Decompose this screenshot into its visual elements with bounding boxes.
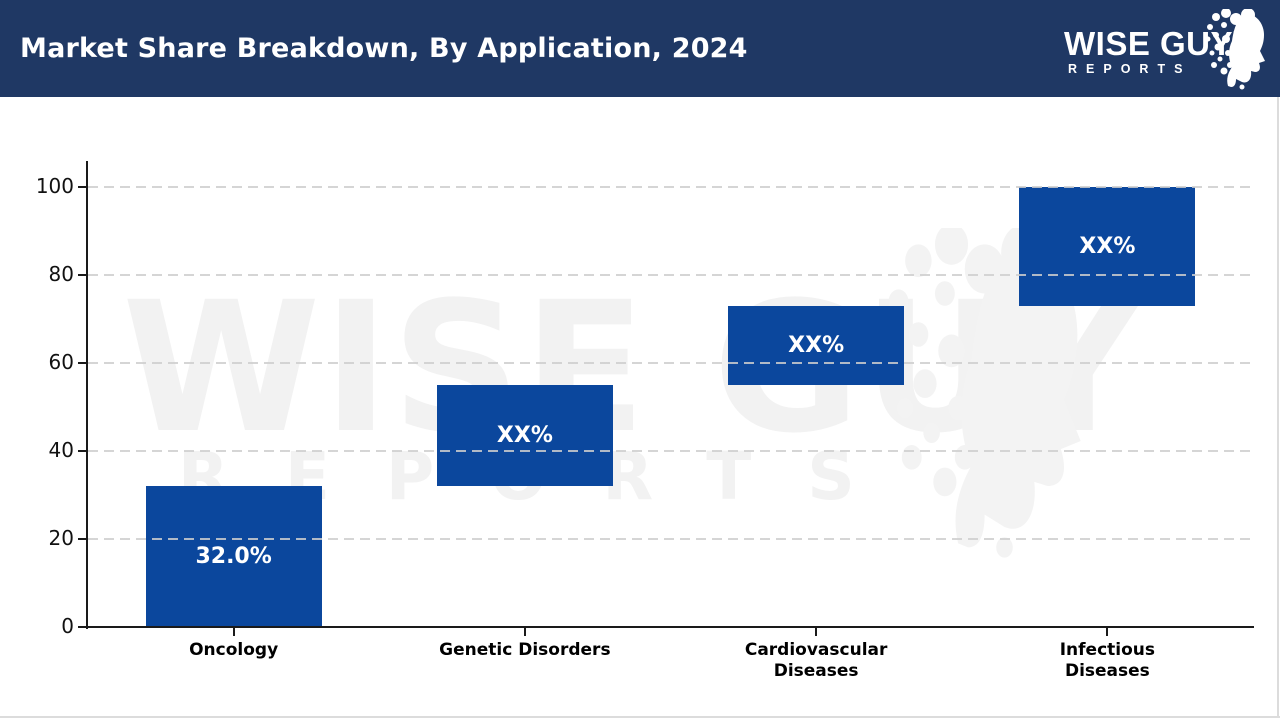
gridline	[88, 186, 1253, 188]
y-tick-label: 40	[48, 438, 74, 462]
header: Market Share Breakdown, By Application, …	[0, 0, 1280, 97]
y-axis-tick	[78, 186, 86, 188]
x-axis-tick	[815, 627, 818, 636]
bar-value-label: XX%	[496, 423, 553, 449]
category-label: Oncology	[189, 640, 279, 660]
gridline	[88, 274, 1253, 276]
y-tick-label: 80	[48, 262, 74, 286]
y-axis-tick	[78, 274, 86, 276]
bar-value-label: 32.0%	[195, 544, 272, 570]
chart-title: Market Share Breakdown, By Application, …	[20, 33, 748, 64]
bar-value-label: XX%	[1079, 233, 1136, 259]
gridline	[88, 450, 1253, 452]
y-axis-tick	[78, 450, 86, 452]
y-tick-label: 100	[35, 174, 74, 198]
x-axis-tick	[232, 627, 235, 636]
logo-reports-text: REPORTS	[1068, 61, 1192, 76]
bar: 32.0%	[145, 486, 322, 627]
y-tick-label: 60	[48, 350, 74, 374]
bottom-border-line	[0, 716, 1280, 718]
bar: XX%	[1019, 187, 1196, 306]
y-tick-label: 20	[48, 526, 74, 550]
y-axis-line	[85, 160, 88, 629]
x-axis-tick	[1106, 627, 1109, 636]
logo-wiseguy-text: WISE GUY	[1064, 24, 1234, 62]
category-label: Genetic Disorders	[439, 640, 611, 660]
y-tick-label: 0	[61, 614, 74, 638]
category-label: Infectious Diseases	[1059, 640, 1156, 682]
bar-value-label: XX%	[788, 332, 845, 358]
wiseguy-logo: WISE GUY REPORTS	[1018, 5, 1268, 93]
y-axis-tick	[78, 538, 86, 540]
bar: XX%	[436, 385, 613, 487]
x-axis-line	[85, 625, 1254, 628]
right-border-line	[1277, 97, 1279, 717]
y-axis-tick	[78, 626, 86, 628]
bar: XX%	[728, 305, 905, 385]
gridline	[88, 362, 1253, 364]
y-axis-tick	[78, 362, 86, 364]
category-label: Cardiovascular Diseases	[744, 640, 888, 682]
x-axis-tick	[523, 627, 526, 636]
gridline	[88, 538, 1253, 540]
logo-head-icon	[1205, 8, 1265, 89]
